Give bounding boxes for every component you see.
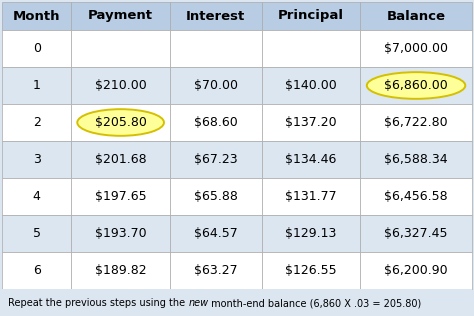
Polygon shape [170, 2, 262, 30]
Text: $193.70: $193.70 [95, 227, 146, 240]
Text: new: new [188, 298, 209, 308]
Polygon shape [360, 30, 472, 67]
Polygon shape [2, 215, 72, 252]
Text: 1: 1 [33, 79, 41, 92]
Text: $64.57: $64.57 [194, 227, 237, 240]
Text: month-end balance (6,860 X .03 = 205.80): month-end balance (6,860 X .03 = 205.80) [209, 298, 422, 308]
Text: $210.00: $210.00 [95, 79, 146, 92]
Polygon shape [2, 67, 72, 104]
Polygon shape [170, 252, 262, 289]
Polygon shape [170, 178, 262, 215]
Polygon shape [360, 252, 472, 289]
Polygon shape [2, 252, 72, 289]
Text: $6,722.80: $6,722.80 [384, 116, 448, 129]
Text: $63.27: $63.27 [194, 264, 237, 277]
Text: $129.13: $129.13 [285, 227, 337, 240]
Text: 6: 6 [33, 264, 41, 277]
Text: 0: 0 [33, 42, 41, 55]
Text: $65.88: $65.88 [194, 190, 237, 203]
Text: $7,000.00: $7,000.00 [384, 42, 448, 55]
Text: $201.68: $201.68 [95, 153, 146, 166]
Polygon shape [2, 30, 72, 67]
Text: Month: Month [13, 9, 61, 22]
Text: Payment: Payment [88, 9, 153, 22]
Polygon shape [262, 67, 360, 104]
Polygon shape [2, 2, 72, 30]
Polygon shape [262, 30, 360, 67]
Polygon shape [360, 2, 472, 30]
Text: $67.23: $67.23 [194, 153, 237, 166]
Text: $140.00: $140.00 [285, 79, 337, 92]
Polygon shape [72, 215, 170, 252]
Text: 4: 4 [33, 190, 41, 203]
Text: $6,588.34: $6,588.34 [384, 153, 448, 166]
Polygon shape [360, 141, 472, 178]
Polygon shape [360, 104, 472, 141]
Polygon shape [170, 30, 262, 67]
Polygon shape [262, 215, 360, 252]
Polygon shape [360, 215, 472, 252]
Polygon shape [72, 141, 170, 178]
Polygon shape [2, 141, 72, 178]
Text: $137.20: $137.20 [285, 116, 337, 129]
Text: $189.82: $189.82 [95, 264, 146, 277]
Polygon shape [72, 178, 170, 215]
Polygon shape [262, 2, 360, 30]
Text: $197.65: $197.65 [95, 190, 146, 203]
Polygon shape [72, 67, 170, 104]
Polygon shape [360, 178, 472, 215]
Polygon shape [2, 178, 72, 215]
Polygon shape [262, 178, 360, 215]
Polygon shape [360, 67, 472, 104]
Polygon shape [170, 104, 262, 141]
Polygon shape [72, 104, 170, 141]
Text: $6,860.00: $6,860.00 [384, 79, 448, 92]
Polygon shape [72, 252, 170, 289]
Polygon shape [2, 289, 472, 316]
Polygon shape [72, 2, 170, 30]
Text: $70.00: $70.00 [194, 79, 238, 92]
Polygon shape [170, 141, 262, 178]
Polygon shape [262, 252, 360, 289]
Text: Principal: Principal [278, 9, 344, 22]
Ellipse shape [367, 72, 465, 99]
Text: 2: 2 [33, 116, 41, 129]
Text: $6,327.45: $6,327.45 [384, 227, 448, 240]
Text: $205.80: $205.80 [95, 116, 146, 129]
Polygon shape [170, 215, 262, 252]
Text: $126.55: $126.55 [285, 264, 337, 277]
Polygon shape [72, 30, 170, 67]
Polygon shape [262, 141, 360, 178]
Polygon shape [2, 104, 72, 141]
Text: $68.60: $68.60 [194, 116, 237, 129]
Text: Balance: Balance [387, 9, 446, 22]
Polygon shape [170, 67, 262, 104]
Text: Interest: Interest [186, 9, 246, 22]
Text: $131.77: $131.77 [285, 190, 337, 203]
Ellipse shape [77, 109, 164, 136]
Polygon shape [262, 104, 360, 141]
Text: $6,200.90: $6,200.90 [384, 264, 448, 277]
Text: $134.46: $134.46 [285, 153, 337, 166]
Text: $6,456.58: $6,456.58 [384, 190, 448, 203]
Text: 3: 3 [33, 153, 41, 166]
Text: 5: 5 [33, 227, 41, 240]
Text: Repeat the previous steps using the: Repeat the previous steps using the [8, 298, 188, 308]
